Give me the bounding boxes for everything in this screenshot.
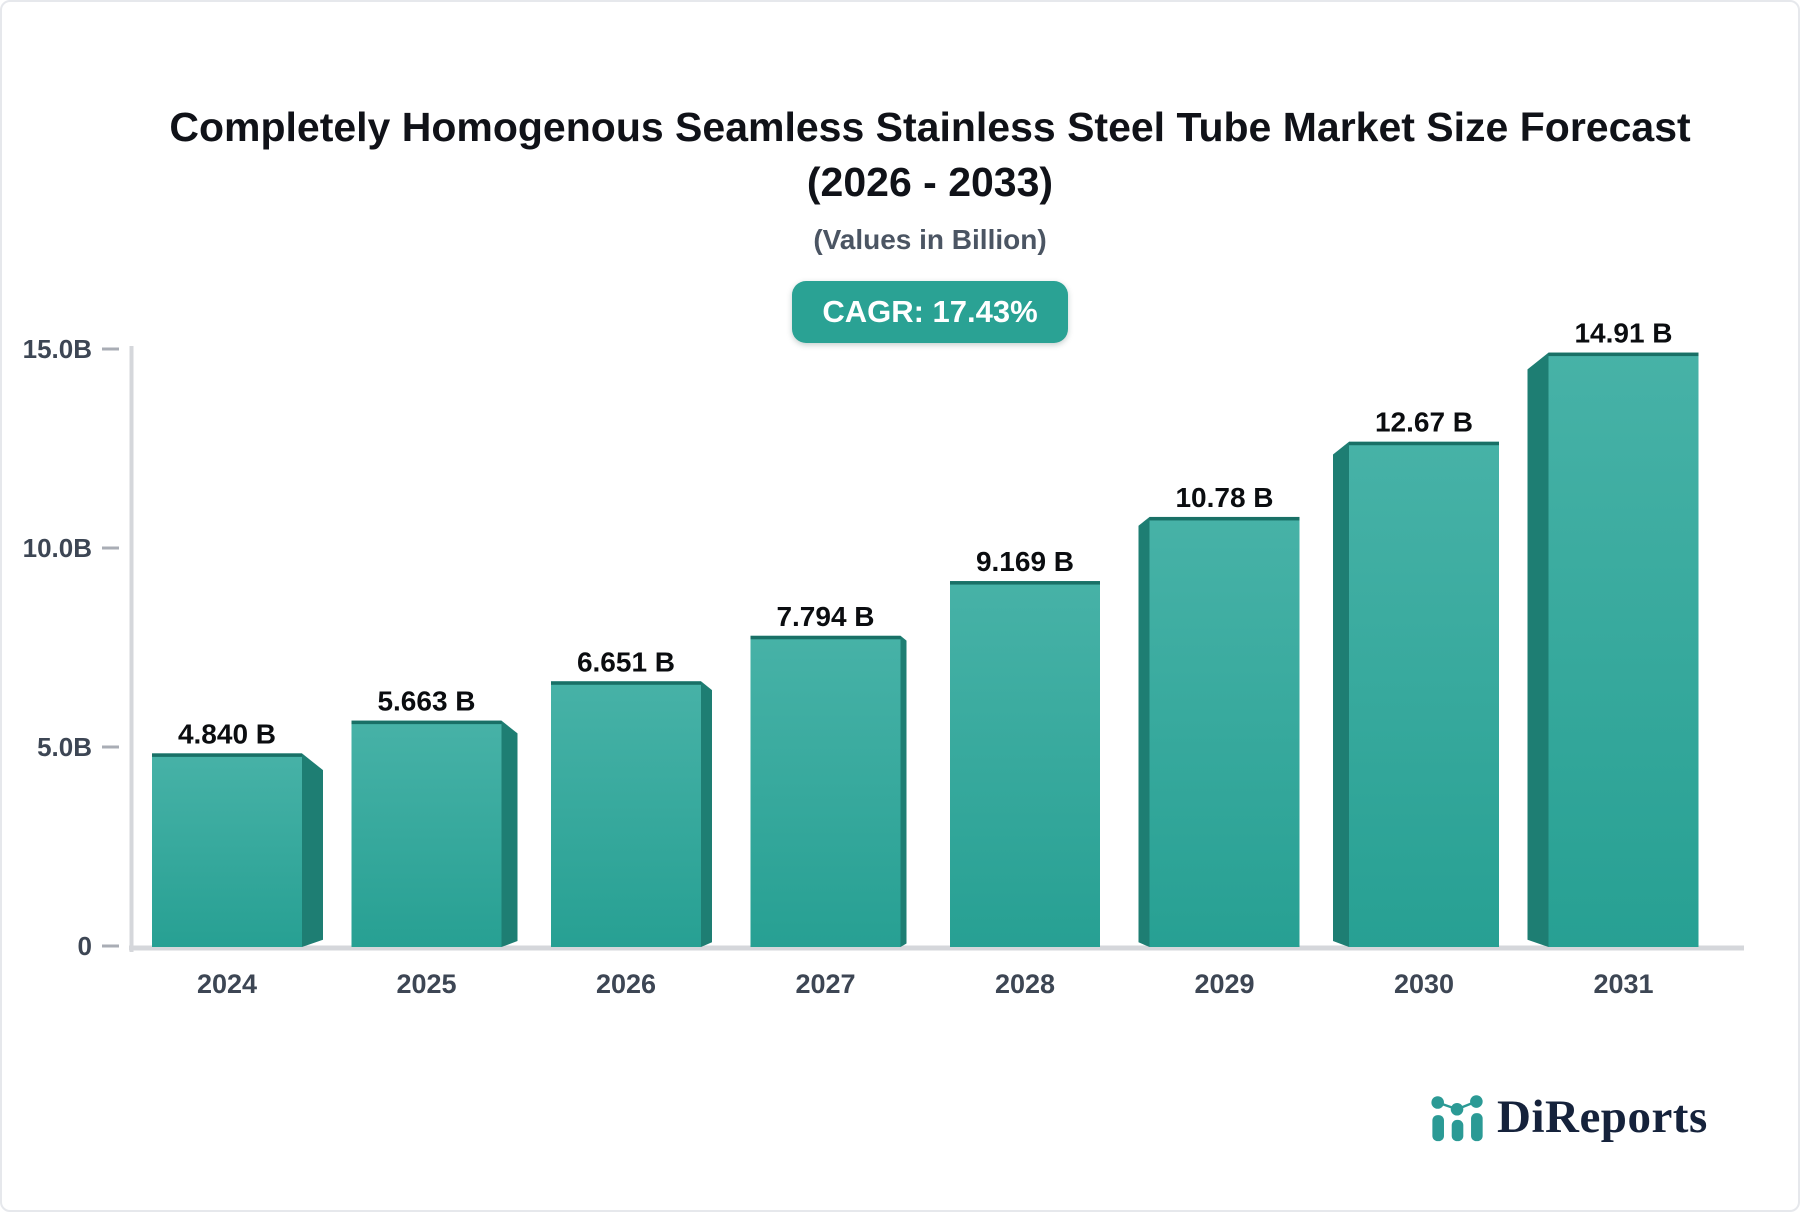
x-axis-label: 2026 <box>596 969 656 999</box>
bar-front-face <box>152 753 302 947</box>
bar-value-label: 6.651 B <box>577 646 675 677</box>
bar-side-face <box>1138 516 1150 947</box>
cagr-badge: CAGR: 17.43% <box>792 281 1068 343</box>
bar-value-label: 9.169 B <box>976 546 1074 577</box>
bar-value-label: 7.794 B <box>776 601 874 632</box>
bar-top-edge <box>152 753 302 757</box>
bar-side-face <box>1527 352 1549 947</box>
bar-front-face <box>1349 441 1499 947</box>
y-axis-tick-label: 15.0B <box>23 334 92 364</box>
y-axis-tick <box>102 944 119 948</box>
bar-group-2028[interactable]: 9.169 B 2028 <box>950 546 1100 999</box>
direports-logo: DiReports <box>1427 1088 1708 1146</box>
y-axis-line <box>129 346 134 952</box>
bar-side-face <box>501 720 518 947</box>
y-axis-tick-label: 10.0B <box>23 533 92 563</box>
bar-group-2029[interactable]: 10.78 B 2029 <box>1138 482 1300 999</box>
logo-bar-left <box>1432 1115 1444 1142</box>
bar-side-face <box>1333 441 1349 947</box>
bar-front-face <box>1548 352 1699 947</box>
chart-subtitle: (Values in Billion) <box>813 224 1047 255</box>
bar-front-face <box>750 635 901 947</box>
chart-title-line1: Completely Homogenous Seamless Stainless… <box>169 104 1691 150</box>
x-axis-label: 2028 <box>995 969 1055 999</box>
bar-value-label: 5.663 B <box>377 686 475 717</box>
bar-top-edge <box>950 581 1100 585</box>
chart-header: Completely Homogenous Seamless Stainless… <box>72 102 1788 343</box>
logo-dot-right <box>1470 1095 1483 1108</box>
bar-group-2024[interactable]: 4.840 B 2024 <box>152 718 323 999</box>
bar-side-face <box>701 681 712 947</box>
chart-title-line2: (2026 - 2033) <box>806 159 1054 205</box>
bar-front-face <box>950 581 1100 947</box>
x-axis-label: 2025 <box>396 969 456 999</box>
x-axis-label: 2027 <box>795 969 855 999</box>
bar-top-edge <box>1548 352 1699 357</box>
logo-dot-left <box>1431 1096 1444 1109</box>
bar-value-label: 12.67 B <box>1375 407 1473 438</box>
x-axis-label: 2024 <box>197 969 257 999</box>
bar-group-2025[interactable]: 5.663 B 2025 <box>351 686 518 999</box>
x-axis-label: 2030 <box>1394 969 1454 999</box>
bar-group-2026[interactable]: 6.651 B 2026 <box>551 646 712 999</box>
bar-group-2027[interactable]: 7.794 B 2027 <box>750 601 907 999</box>
bar-group-2031[interactable]: 14.91 B 2031 <box>1527 318 1699 999</box>
x-axis-line <box>129 945 1744 951</box>
bar-top-edge <box>351 720 502 725</box>
bar-value-label: 14.91 B <box>1574 318 1672 349</box>
bar-side-face <box>900 635 907 947</box>
bar-front-face <box>1149 516 1300 947</box>
bar-value-label: 10.78 B <box>1175 482 1273 513</box>
logo-bar-middle <box>1451 1119 1464 1142</box>
bar-top-edge <box>1149 516 1300 521</box>
y-axis-tick-label: 5.0B <box>37 732 92 762</box>
bar-value-label: 4.840 B <box>178 718 276 749</box>
bar-group-2030[interactable]: 12.67 B 2030 <box>1333 407 1499 999</box>
bar-top-edge <box>750 635 901 640</box>
bar-top-edge <box>1349 441 1499 446</box>
x-axis-label: 2031 <box>1593 969 1653 999</box>
bar-side-face <box>302 753 323 947</box>
y-axis-tick-label: 0 <box>78 931 92 961</box>
logo-dot-middle <box>1450 1102 1464 1116</box>
logo-bar-right <box>1471 1113 1483 1142</box>
x-axis-label: 2029 <box>1194 969 1254 999</box>
bar-front-face <box>551 681 701 947</box>
bar-top-edge <box>551 681 701 685</box>
direports-logo-icon <box>1431 1095 1483 1142</box>
direports-logo-text: DiReports <box>1497 1091 1708 1143</box>
bar-front-face <box>351 720 502 947</box>
y-axis-tick <box>102 347 119 351</box>
y-axis-tick <box>102 745 119 749</box>
y-axis-tick <box>102 546 119 550</box>
